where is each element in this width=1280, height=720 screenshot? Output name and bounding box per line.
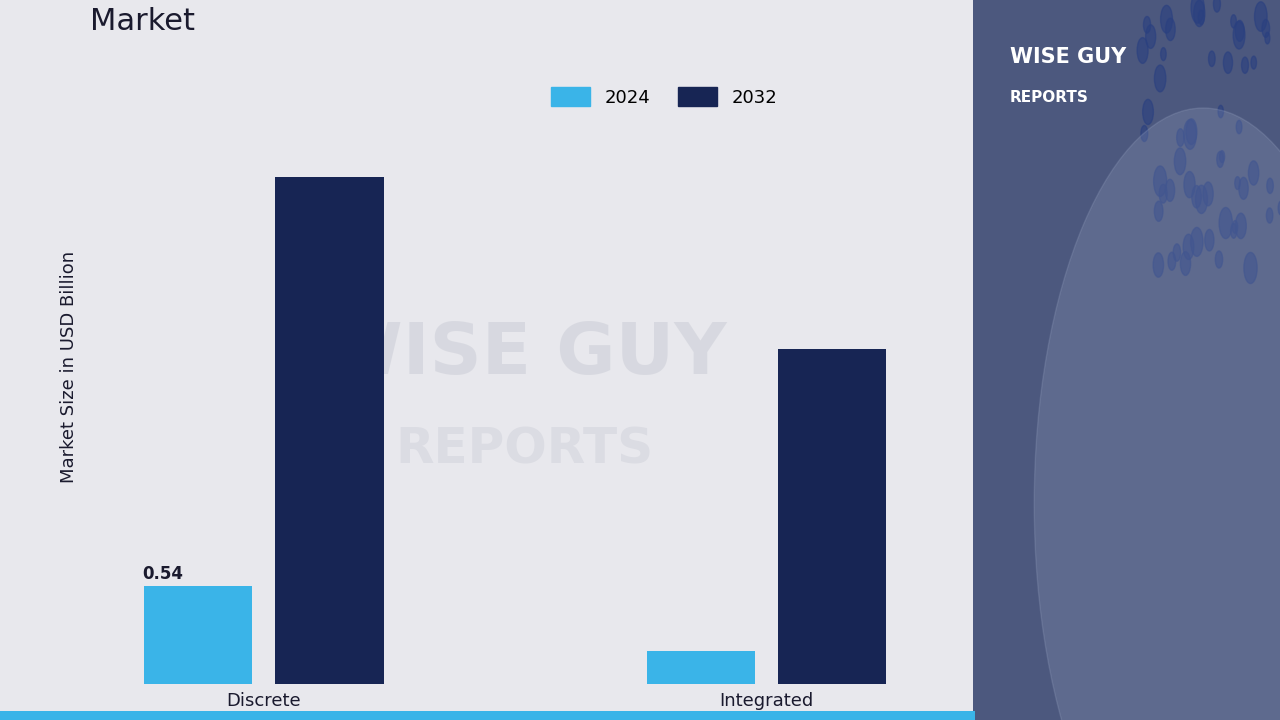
Circle shape bbox=[1161, 5, 1172, 33]
Text: WISE GUY: WISE GUY bbox=[323, 320, 727, 389]
Circle shape bbox=[1219, 105, 1224, 118]
Circle shape bbox=[1242, 57, 1248, 73]
Circle shape bbox=[1230, 224, 1236, 238]
Circle shape bbox=[1233, 22, 1245, 49]
Circle shape bbox=[1244, 253, 1257, 284]
Circle shape bbox=[1204, 230, 1213, 251]
Circle shape bbox=[1235, 176, 1240, 189]
Circle shape bbox=[1169, 252, 1176, 270]
Circle shape bbox=[1165, 179, 1175, 202]
Bar bbox=[275, 177, 384, 684]
Circle shape bbox=[1183, 234, 1194, 259]
Circle shape bbox=[1155, 201, 1164, 221]
Circle shape bbox=[1235, 20, 1244, 41]
Circle shape bbox=[1239, 177, 1248, 199]
Circle shape bbox=[1267, 178, 1274, 194]
Circle shape bbox=[1174, 148, 1185, 175]
Circle shape bbox=[1213, 0, 1220, 12]
Circle shape bbox=[1143, 17, 1151, 33]
Circle shape bbox=[1220, 150, 1225, 163]
Circle shape bbox=[1153, 253, 1164, 277]
Circle shape bbox=[1160, 184, 1167, 203]
Circle shape bbox=[1192, 186, 1202, 208]
Circle shape bbox=[1166, 18, 1175, 40]
Circle shape bbox=[1194, 0, 1204, 27]
Circle shape bbox=[1161, 48, 1166, 60]
Circle shape bbox=[1137, 37, 1148, 63]
Circle shape bbox=[1208, 51, 1215, 66]
Circle shape bbox=[1155, 65, 1166, 92]
Circle shape bbox=[1146, 24, 1156, 48]
Circle shape bbox=[874, 0, 1280, 720]
Circle shape bbox=[1143, 99, 1153, 125]
Circle shape bbox=[1187, 119, 1197, 145]
Circle shape bbox=[1217, 151, 1224, 167]
Circle shape bbox=[1219, 207, 1233, 238]
Text: REPORTS: REPORTS bbox=[396, 426, 654, 474]
Circle shape bbox=[1190, 228, 1203, 256]
Y-axis label: Market Size in USD Billion: Market Size in USD Billion bbox=[60, 251, 78, 483]
Circle shape bbox=[1203, 182, 1213, 206]
Circle shape bbox=[1174, 244, 1180, 261]
Circle shape bbox=[1266, 208, 1272, 223]
Text: REPORTS: REPORTS bbox=[1010, 90, 1088, 105]
Circle shape bbox=[1265, 32, 1270, 44]
Circle shape bbox=[1153, 166, 1166, 197]
Circle shape bbox=[1224, 52, 1233, 73]
Text: Gan On Sic Rf Power Transistor
Market: Gan On Sic Rf Power Transistor Market bbox=[90, 0, 561, 35]
Circle shape bbox=[1215, 251, 1222, 268]
Legend: 2024, 2032: 2024, 2032 bbox=[541, 78, 786, 116]
Circle shape bbox=[1184, 171, 1196, 198]
Circle shape bbox=[1184, 120, 1197, 149]
Bar bbox=[143, 586, 252, 684]
Bar bbox=[646, 652, 755, 684]
Circle shape bbox=[1262, 19, 1270, 37]
Circle shape bbox=[1231, 14, 1236, 28]
Circle shape bbox=[1233, 220, 1238, 233]
Circle shape bbox=[1251, 56, 1257, 69]
Circle shape bbox=[1180, 251, 1190, 276]
Circle shape bbox=[1196, 185, 1207, 213]
Circle shape bbox=[1254, 1, 1267, 32]
Circle shape bbox=[1236, 120, 1242, 134]
Bar bbox=[778, 349, 887, 684]
Text: 0.54: 0.54 bbox=[142, 565, 183, 583]
Circle shape bbox=[1140, 125, 1148, 142]
Circle shape bbox=[1279, 201, 1280, 215]
Circle shape bbox=[1198, 10, 1204, 24]
Circle shape bbox=[1248, 161, 1258, 185]
Text: WISE GUY: WISE GUY bbox=[1010, 47, 1126, 67]
Circle shape bbox=[1235, 213, 1247, 238]
Circle shape bbox=[1034, 108, 1280, 720]
Circle shape bbox=[1176, 129, 1184, 146]
Circle shape bbox=[1190, 0, 1204, 23]
